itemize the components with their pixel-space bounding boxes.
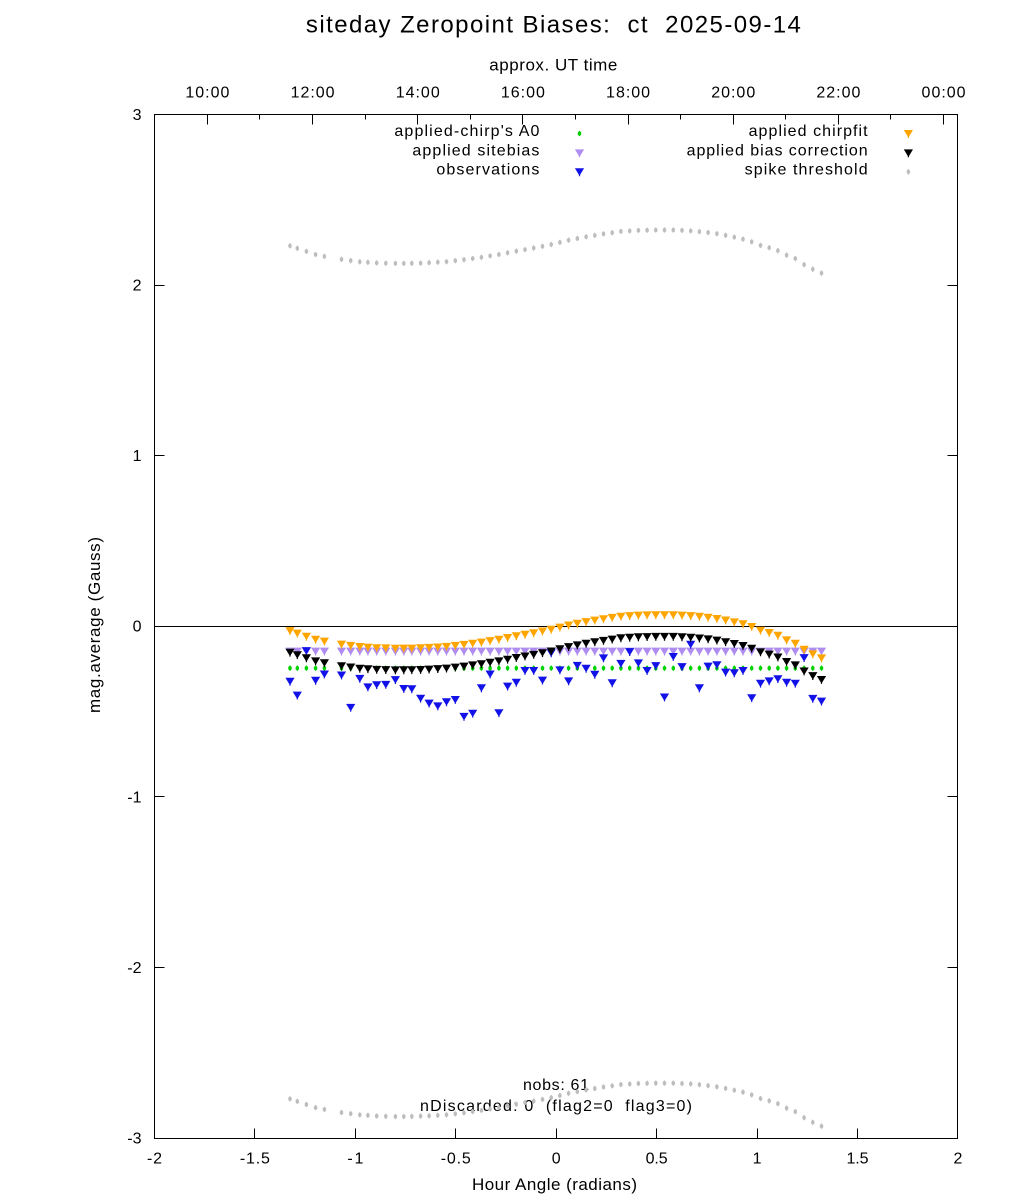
svg-text:20:00: 20:00: [711, 85, 755, 102]
svg-text:approx. UT time: approx. UT time: [489, 56, 617, 75]
svg-text:nobs: 61: nobs: 61: [523, 1077, 589, 1094]
svg-text:0.5: 0.5: [646, 1151, 668, 1168]
svg-text:16:00: 16:00: [501, 85, 545, 102]
svg-text:-0.5: -0.5: [441, 1151, 471, 1168]
svg-text:1.5: 1.5: [846, 1151, 868, 1168]
svg-text:-1: -1: [347, 1151, 363, 1168]
svg-text:00:00: 00:00: [922, 85, 966, 102]
svg-text:siteday Zeropoint Biases: ct: siteday Zeropoint Biases: ct 2025-09-14: [306, 12, 801, 39]
svg-text:nDiscarded: 0 (flag2=0 flag3: nDiscarded: 0 (flag2=0 flag3=0): [420, 1098, 692, 1115]
svg-text:applied chirpfit: applied chirpfit: [749, 123, 869, 140]
svg-text:applied sitebias: applied sitebias: [412, 142, 539, 159]
svg-text:22:00: 22:00: [816, 85, 860, 102]
svg-text:-3: -3: [127, 1131, 141, 1148]
svg-text:1: 1: [133, 448, 142, 465]
svg-text:spike threshold: spike threshold: [745, 162, 868, 179]
svg-text:-2: -2: [147, 1151, 162, 1168]
svg-text:1: 1: [753, 1151, 762, 1168]
svg-text:10:00: 10:00: [185, 85, 229, 102]
svg-text:2: 2: [953, 1151, 962, 1168]
svg-text:3: 3: [133, 107, 142, 124]
svg-text:applied bias correction: applied bias correction: [687, 142, 868, 159]
svg-text:12:00: 12:00: [291, 85, 335, 102]
svg-text:2: 2: [133, 277, 142, 294]
svg-text:Hour Angle (radians): Hour Angle (radians): [472, 1175, 637, 1194]
svg-text:applied-chirp's A0: applied-chirp's A0: [394, 123, 539, 140]
svg-text:0: 0: [133, 619, 142, 636]
svg-text:0: 0: [552, 1151, 561, 1168]
svg-text:-2: -2: [127, 960, 141, 977]
svg-text:-1: -1: [127, 789, 141, 806]
svg-text:18:00: 18:00: [606, 85, 650, 102]
svg-text:observations: observations: [436, 162, 539, 179]
svg-text:14:00: 14:00: [396, 85, 440, 102]
svg-text:mag.average (Gauss): mag.average (Gauss): [85, 537, 104, 713]
svg-text:-1.5: -1.5: [240, 1151, 270, 1168]
